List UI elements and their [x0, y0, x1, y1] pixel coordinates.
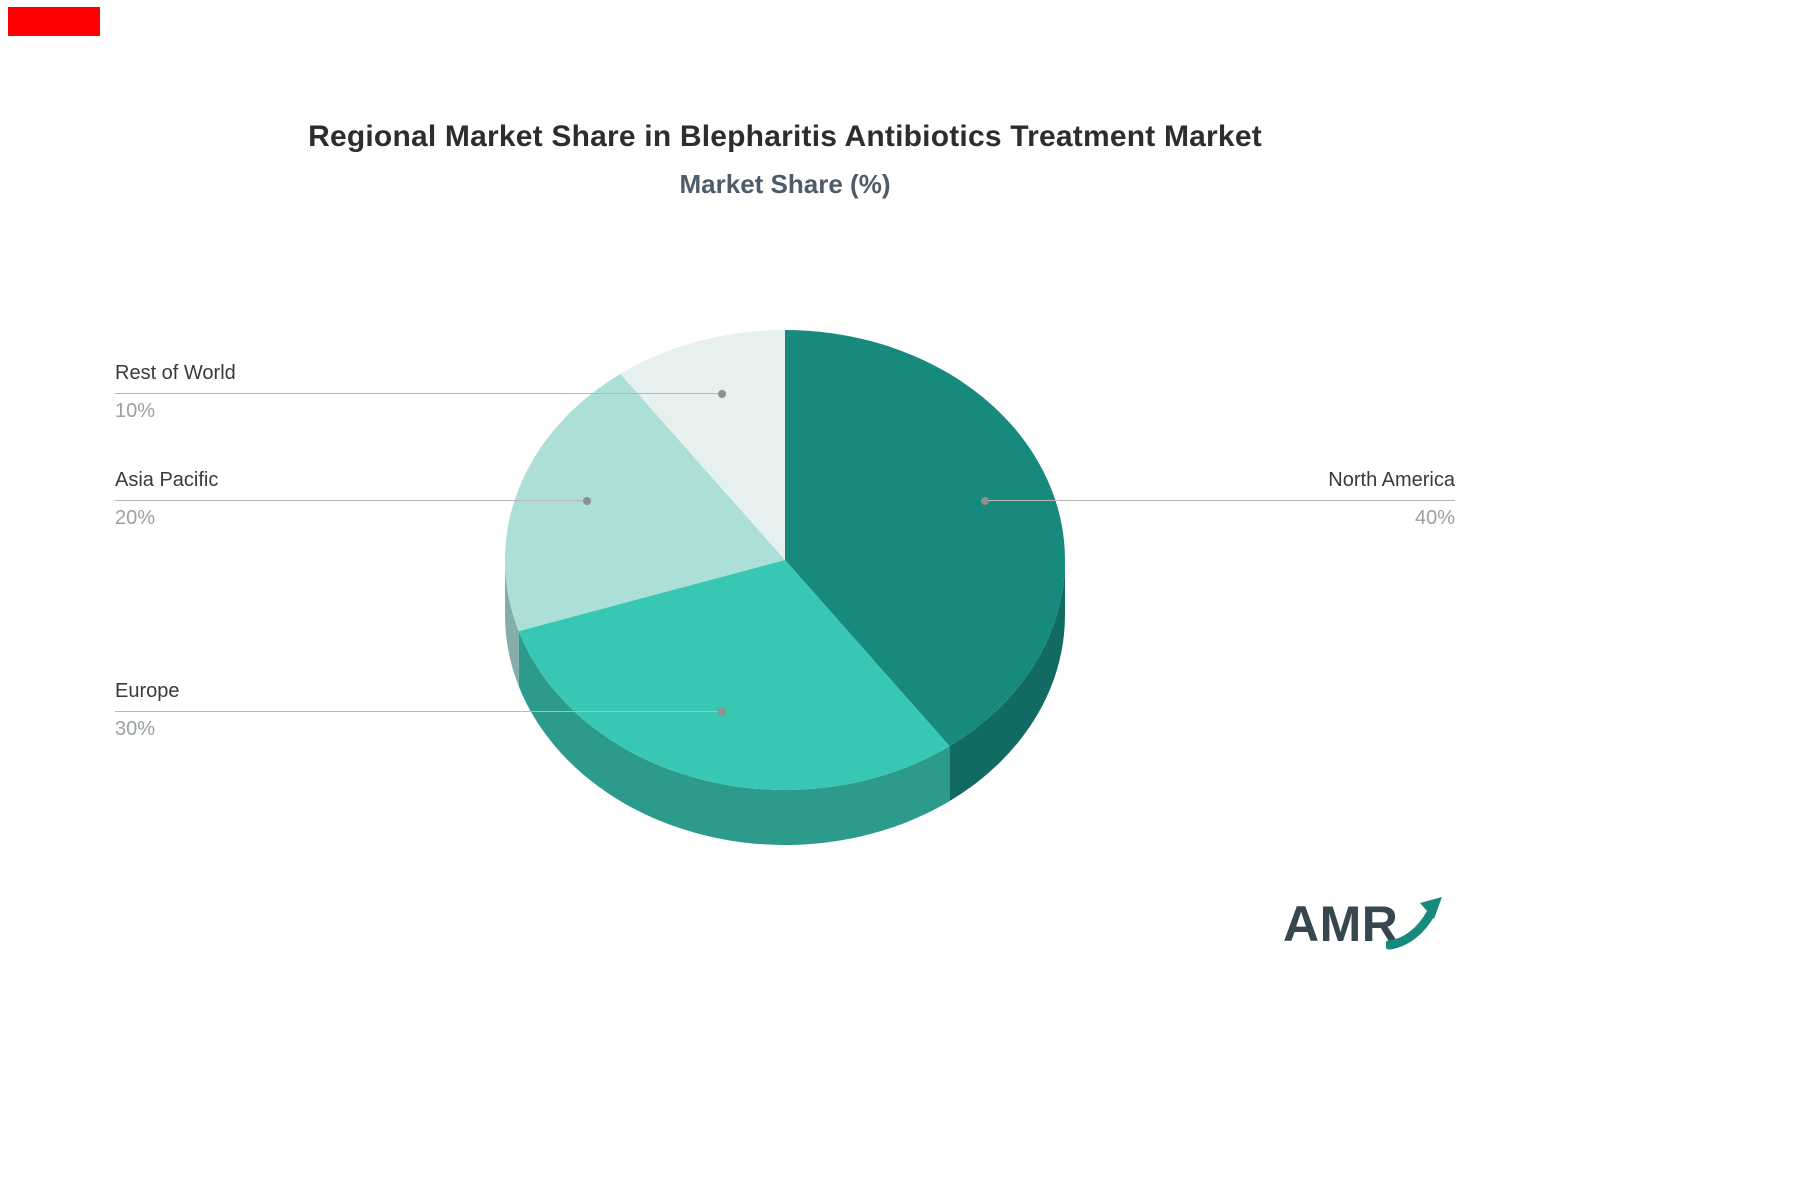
pie-slice-3	[620, 330, 785, 560]
slice-value-europe: 30%	[115, 718, 156, 740]
amr-logo-text: AMR	[1283, 896, 1399, 952]
top-left-red-bar	[8, 7, 100, 36]
leader-line-north-america	[981, 497, 1455, 505]
pie-slice-side	[504, 560, 519, 687]
slice-label-north-america: North America	[1328, 469, 1455, 491]
leader-line-europe	[115, 708, 726, 716]
slice-value-north-america: 40%	[1414, 507, 1455, 529]
pie-slice-1	[518, 560, 950, 790]
chart-subtitle: Market Share (%)	[679, 169, 891, 199]
slice-value-asia-pacific: 20%	[115, 507, 156, 529]
pie-slice-0	[785, 330, 1065, 747]
chart-title: Regional Market Share in Blepharitis Ant…	[308, 120, 1262, 153]
pie-slice-2	[504, 373, 785, 632]
amr-logo: AMR	[1283, 895, 1453, 961]
leader-line-asia-pacific	[115, 497, 591, 505]
slice-label-rest-of-world: Rest of World	[115, 362, 236, 384]
leader-line-rest-of-world	[115, 390, 726, 398]
arrow-icon	[1386, 897, 1442, 950]
pie-slice-side	[518, 631, 950, 845]
slice-label-asia-pacific: Asia Pacific	[115, 469, 219, 491]
pie-slice-side	[949, 560, 1065, 802]
slice-value-rest-of-world: 10%	[115, 400, 156, 422]
slice-label-europe: Europe	[115, 680, 180, 702]
